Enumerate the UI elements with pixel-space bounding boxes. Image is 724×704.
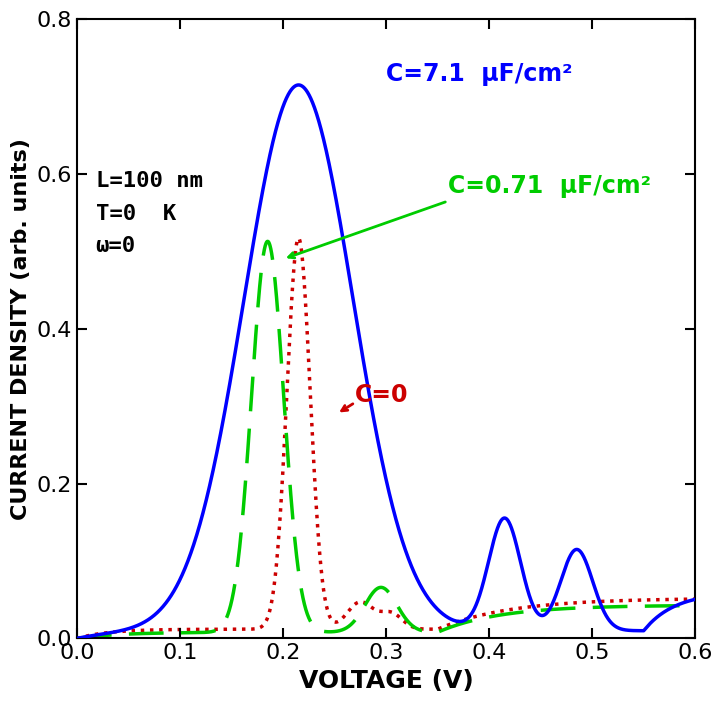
- Text: L=100 nm
T=0  K
ω=0: L=100 nm T=0 K ω=0: [96, 171, 203, 256]
- Text: C=0: C=0: [355, 384, 409, 408]
- Text: C=7.1  μF/cm²: C=7.1 μF/cm²: [386, 62, 573, 86]
- X-axis label: VOLTAGE (V): VOLTAGE (V): [299, 669, 473, 693]
- Text: C=0.71  μF/cm²: C=0.71 μF/cm²: [448, 175, 651, 199]
- Y-axis label: CURRENT DENSITY (arb. units): CURRENT DENSITY (arb. units): [11, 138, 31, 520]
